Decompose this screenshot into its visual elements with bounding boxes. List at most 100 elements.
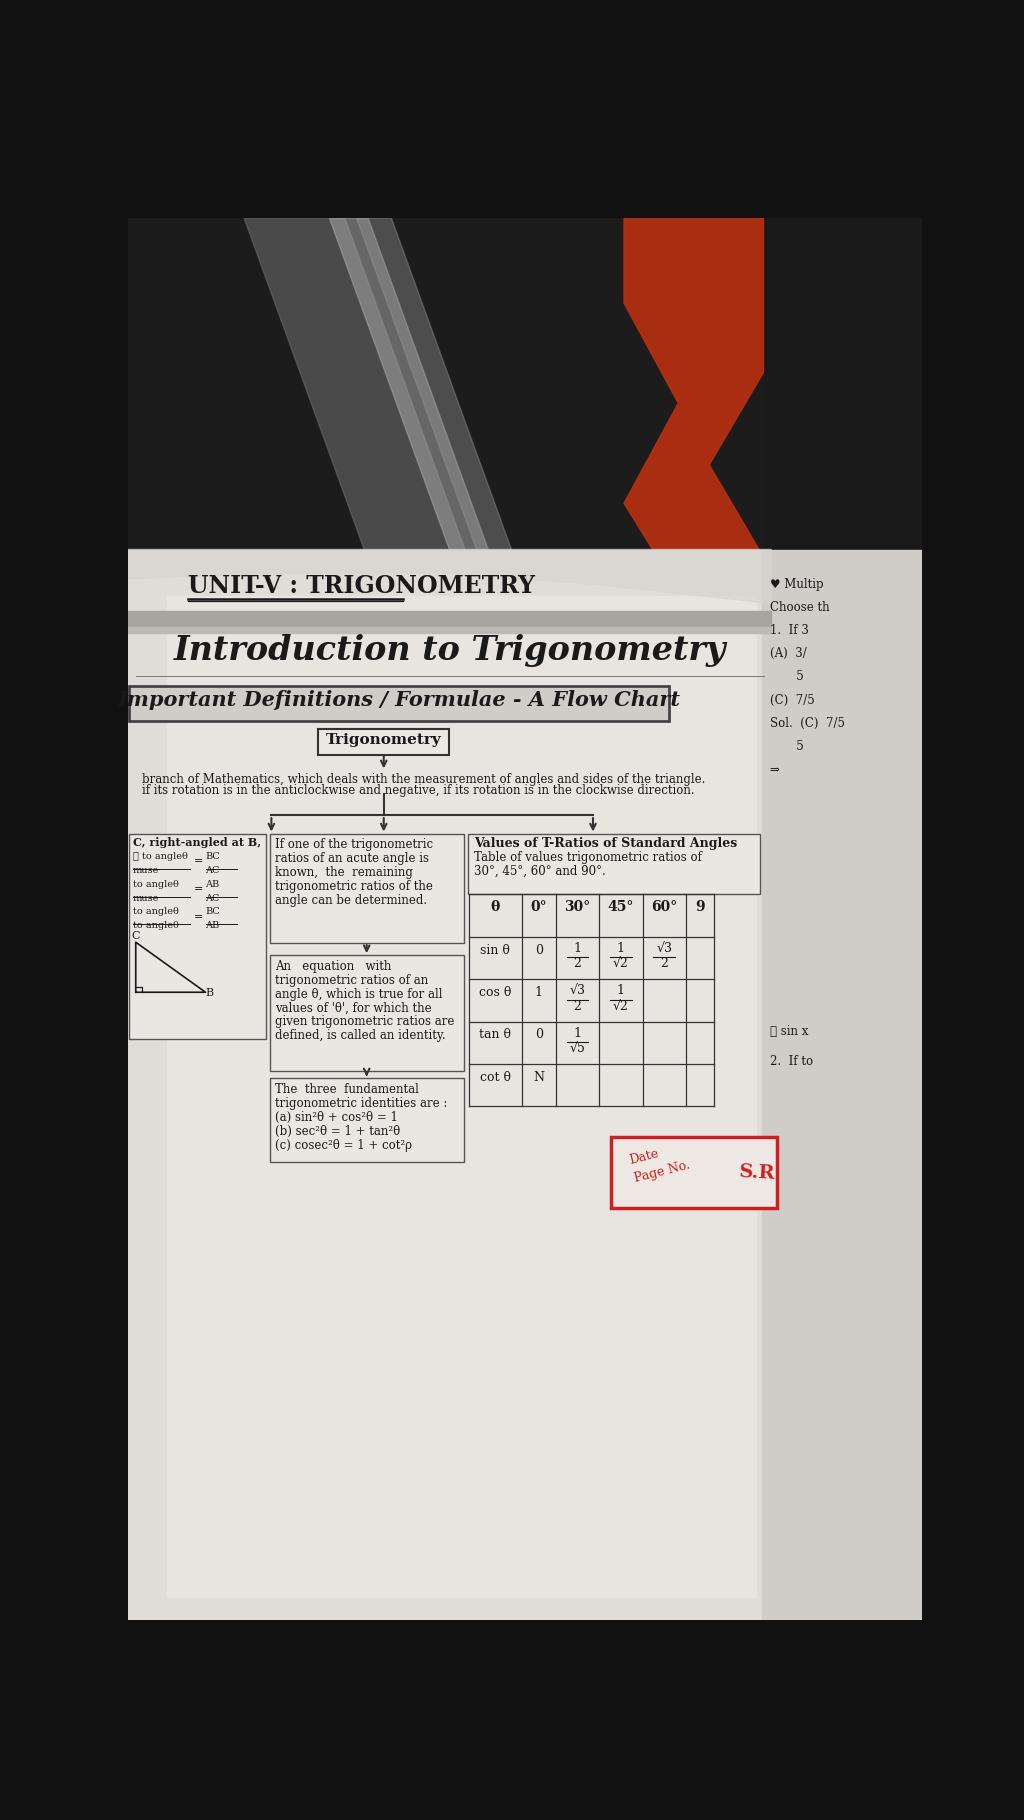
Text: =: = <box>194 885 203 894</box>
Text: N: N <box>534 1070 544 1083</box>
Text: Introduction to Trigonometry: Introduction to Trigonometry <box>173 635 726 668</box>
Text: Important Definitions / Formulae - A Flow Chart: Important Definitions / Formulae - A Flo… <box>118 690 681 710</box>
Bar <box>128 626 771 633</box>
FancyBboxPatch shape <box>129 834 266 1039</box>
Text: BC: BC <box>206 908 220 917</box>
Text: 2: 2 <box>573 999 582 1012</box>
Text: 1: 1 <box>535 986 543 999</box>
Text: Choose th: Choose th <box>770 601 829 613</box>
Text: AB: AB <box>206 879 220 888</box>
Text: to angleθ: to angleθ <box>133 879 178 888</box>
Polygon shape <box>330 218 508 604</box>
Text: ⇒: ⇒ <box>770 763 779 775</box>
Text: cos θ: cos θ <box>479 986 512 999</box>
Text: angle θ, which is true for all: angle θ, which is true for all <box>275 988 442 1001</box>
Text: Sol.  (C)  7/5: Sol. (C) 7/5 <box>770 717 845 730</box>
Text: ♥ Multip: ♥ Multip <box>770 579 823 592</box>
Text: =: = <box>194 857 203 866</box>
Text: 1: 1 <box>573 1026 582 1039</box>
Text: 45°: 45° <box>607 901 634 914</box>
Text: 1: 1 <box>616 941 625 956</box>
Text: Date: Date <box>628 1147 660 1167</box>
Text: √3: √3 <box>656 941 673 956</box>
Text: BC: BC <box>206 852 220 861</box>
Text: √2: √2 <box>613 999 629 1012</box>
Bar <box>762 550 922 1620</box>
Text: 60°: 60° <box>651 901 678 914</box>
Text: (c) cosec²θ = 1 + cot²ρ: (c) cosec²θ = 1 + cot²ρ <box>275 1139 413 1152</box>
Text: muse: muse <box>133 866 159 875</box>
Text: Values of T-Ratios of Standard Angles: Values of T-Ratios of Standard Angles <box>474 837 737 850</box>
Bar <box>167 595 756 1596</box>
Text: (b) sec²θ = 1 + tan²θ: (b) sec²θ = 1 + tan²θ <box>275 1125 400 1138</box>
Text: 1.  If 3: 1. If 3 <box>770 624 812 637</box>
Text: Table of values trigonometric ratios of: Table of values trigonometric ratios of <box>474 852 701 864</box>
Text: √2: √2 <box>613 957 629 970</box>
Text: ∴ to angleθ: ∴ to angleθ <box>133 852 187 861</box>
Text: 5: 5 <box>770 670 804 682</box>
Text: 5: 5 <box>770 739 804 753</box>
Text: 0°: 0° <box>530 901 547 914</box>
Polygon shape <box>356 218 531 604</box>
Text: trigonometric ratios of the: trigonometric ratios of the <box>275 879 433 894</box>
Text: 1: 1 <box>573 941 582 956</box>
Text: UNIT-V : TRIGONOMETRY: UNIT-V : TRIGONOMETRY <box>188 575 536 599</box>
Text: Page No.: Page No. <box>633 1159 692 1185</box>
Text: 30°, 45°, 60° and 90°.: 30°, 45°, 60° and 90°. <box>474 864 605 877</box>
Text: defined, is called an identity.: defined, is called an identity. <box>275 1030 446 1043</box>
Text: (A)  3/: (A) 3/ <box>770 648 807 661</box>
Text: (C)  7/5: (C) 7/5 <box>770 693 814 706</box>
Text: 1: 1 <box>616 985 625 997</box>
Text: to angleθ: to angleθ <box>133 908 178 917</box>
Text: cot θ: cot θ <box>480 1070 511 1083</box>
Text: to angleθ: to angleθ <box>133 921 178 930</box>
Text: angle can be determined.: angle can be determined. <box>275 894 427 906</box>
Text: If one of the trigonometric: If one of the trigonometric <box>275 839 433 852</box>
FancyBboxPatch shape <box>611 1138 776 1208</box>
Text: 2.  If to: 2. If to <box>770 1056 813 1068</box>
Text: muse: muse <box>133 894 159 903</box>
Text: sin θ: sin θ <box>480 945 510 957</box>
Text: C: C <box>131 932 139 941</box>
Text: if its rotation is in the anticlockwise and negative, if its rotation is in the : if its rotation is in the anticlockwise … <box>142 784 694 797</box>
FancyBboxPatch shape <box>129 686 669 721</box>
Text: ∴ sin x: ∴ sin x <box>770 1025 808 1037</box>
Text: √3: √3 <box>569 985 586 997</box>
Text: 2: 2 <box>573 957 582 970</box>
Polygon shape <box>764 218 922 604</box>
Text: given trigonometric ratios are: given trigonometric ratios are <box>275 1016 455 1028</box>
Text: known,  the  remaining: known, the remaining <box>275 866 413 879</box>
Text: S.R: S.R <box>738 1163 776 1183</box>
Bar <box>128 218 922 604</box>
Text: AB: AB <box>206 921 220 930</box>
FancyBboxPatch shape <box>270 956 464 1070</box>
Text: AC: AC <box>206 866 220 875</box>
Polygon shape <box>128 550 771 604</box>
Text: The  three  fundamental: The three fundamental <box>275 1083 419 1096</box>
Text: B: B <box>206 988 214 997</box>
Text: C, right-angled at B,: C, right-angled at B, <box>133 837 261 848</box>
Polygon shape <box>624 218 764 604</box>
FancyBboxPatch shape <box>317 730 449 755</box>
FancyBboxPatch shape <box>270 1079 464 1161</box>
Text: 30°: 30° <box>564 901 591 914</box>
FancyBboxPatch shape <box>270 834 464 943</box>
Text: 0: 0 <box>535 945 543 957</box>
Text: tan θ: tan θ <box>479 1028 511 1041</box>
Bar <box>128 550 771 1620</box>
Polygon shape <box>245 218 484 604</box>
Text: ratios of an acute angle is: ratios of an acute angle is <box>275 852 429 864</box>
Text: values of 'θ', for which the: values of 'θ', for which the <box>275 1001 432 1014</box>
Text: √5: √5 <box>569 1041 586 1056</box>
Text: (a) sin²θ + cos²θ = 1: (a) sin²θ + cos²θ = 1 <box>275 1110 398 1123</box>
Text: An   equation   with: An equation with <box>275 959 391 974</box>
FancyBboxPatch shape <box>468 834 761 894</box>
Text: branch of Mathematics, which deals with the measurement of angles and sides of t: branch of Mathematics, which deals with … <box>142 774 706 786</box>
Text: θ: θ <box>490 901 500 914</box>
Text: trigonometric ratios of an: trigonometric ratios of an <box>275 974 428 986</box>
Bar <box>128 612 771 626</box>
Text: 9: 9 <box>695 901 705 914</box>
Text: AC: AC <box>206 894 220 903</box>
Text: Trigonometry: Trigonometry <box>326 733 441 748</box>
Text: =: = <box>194 912 203 923</box>
